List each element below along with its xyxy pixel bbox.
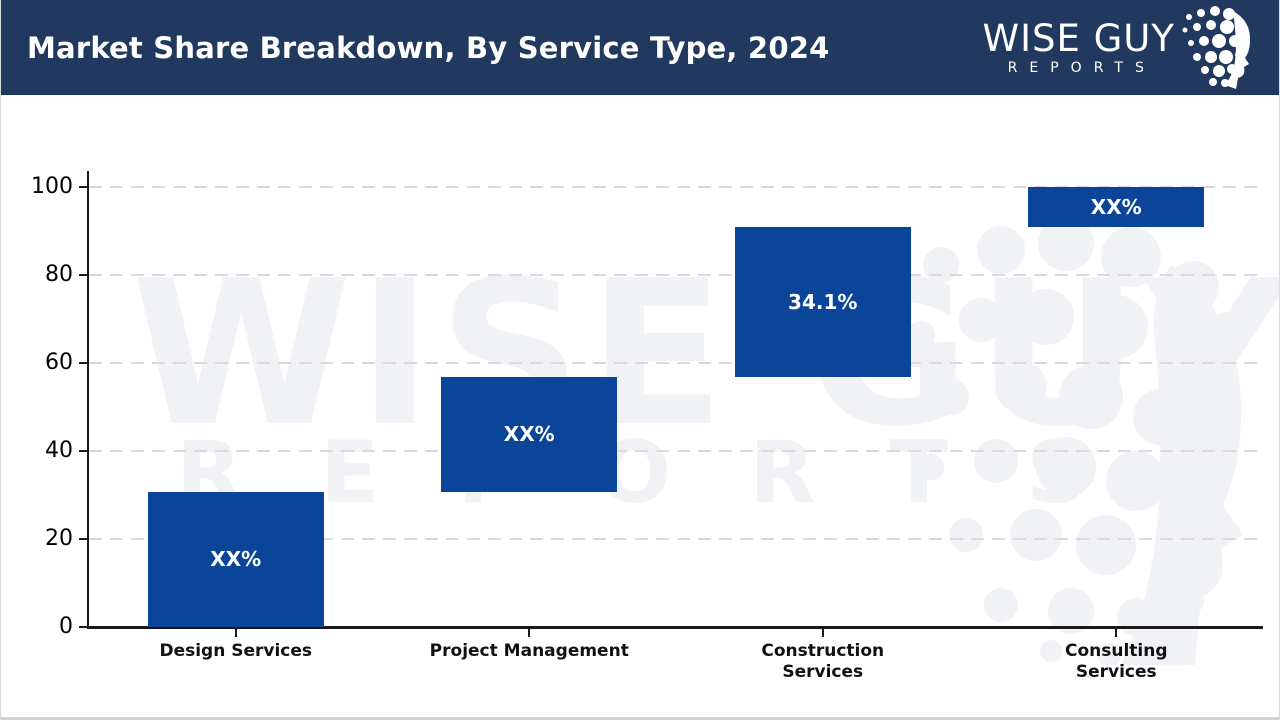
y-tick-label-60: 60 xyxy=(45,350,73,375)
y-tick-mark-60 xyxy=(79,362,88,364)
bar-construction-services: 34.1% xyxy=(734,226,911,377)
y-tick-mark-80 xyxy=(79,274,88,276)
logo-subtitle: REPORTS xyxy=(1007,60,1156,76)
category-label-line: Consulting xyxy=(1064,641,1168,661)
gridline-40 xyxy=(89,450,1263,452)
logo-text: WISE GUY REPORTS xyxy=(983,20,1175,75)
bar-value-label: XX% xyxy=(1090,194,1142,219)
brand-logo: WISE GUY REPORTS xyxy=(983,5,1253,91)
y-tick-mark-40 xyxy=(79,450,88,452)
category-label-0: Design Services xyxy=(159,641,312,662)
x-tick-mark-0 xyxy=(234,628,237,637)
y-tick-label-20: 20 xyxy=(45,526,73,551)
gridline-80 xyxy=(89,274,1263,276)
logo-wordmark: WISE GUY xyxy=(982,17,1175,60)
category-label-1: Project Management xyxy=(430,641,629,662)
category-label-line: Design Services xyxy=(159,641,313,661)
bar-value-label: 34.1% xyxy=(788,289,858,314)
x-tick-mark-3 xyxy=(1115,628,1118,637)
category-label-line: Construction xyxy=(761,641,885,661)
bar-value-label: XX% xyxy=(503,422,555,447)
bar-project-management: XX% xyxy=(441,376,618,492)
x-tick-mark-2 xyxy=(821,628,824,637)
bar-consulting-services: XX% xyxy=(1028,187,1205,227)
category-label-line: Services xyxy=(1075,662,1157,683)
category-label-line: Services xyxy=(782,662,864,683)
bar-value-label: XX% xyxy=(210,547,262,572)
bar-design-services: XX% xyxy=(147,491,324,627)
y-tick-label-0: 0 xyxy=(59,614,73,639)
gridline-100 xyxy=(89,186,1263,188)
gridline-20 xyxy=(89,538,1263,540)
header: Market Share Breakdown, By Service Type,… xyxy=(1,0,1279,95)
gridline-60 xyxy=(89,362,1263,364)
category-label-2: Construction Services xyxy=(761,641,884,684)
y-tick-mark-20 xyxy=(79,538,88,540)
y-tick-label-80: 80 xyxy=(45,262,73,287)
watermark-head-icon xyxy=(907,225,1243,665)
x-axis-line xyxy=(87,626,1263,629)
y-axis-line xyxy=(87,171,89,627)
category-label-3: Consulting Services xyxy=(1065,641,1168,684)
y-tick-label-100: 100 xyxy=(31,174,73,199)
x-tick-mark-1 xyxy=(528,628,531,637)
y-tick-mark-100 xyxy=(79,186,88,188)
category-label-line: Project Management xyxy=(429,641,629,661)
logo-head-icon xyxy=(1182,5,1251,89)
page-title: Market Share Breakdown, By Service Type,… xyxy=(27,30,830,65)
plot-area: 0 20 40 60 80 100 XX% Design Services XX% Project… xyxy=(31,171,1263,682)
y-tick-label-40: 40 xyxy=(45,438,73,463)
y-tick-mark-0 xyxy=(79,626,88,628)
